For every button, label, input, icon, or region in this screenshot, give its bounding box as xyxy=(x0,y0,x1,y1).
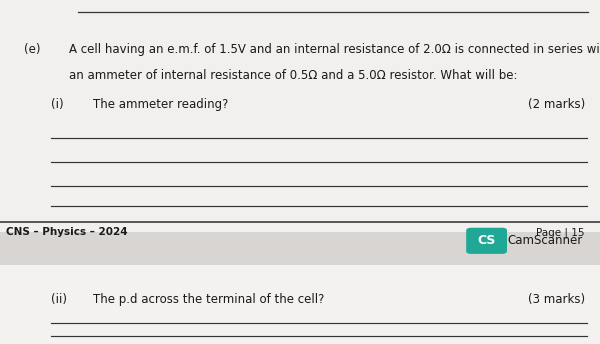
Text: (e): (e) xyxy=(24,43,41,56)
Text: (ii): (ii) xyxy=(51,293,67,306)
Text: Page | 15: Page | 15 xyxy=(536,227,585,238)
Text: The p.d across the terminal of the cell?: The p.d across the terminal of the cell? xyxy=(93,293,325,306)
Text: (i): (i) xyxy=(51,98,64,111)
Text: an ammeter of internal resistance of 0.5Ω and a 5.0Ω resistor. What will be:: an ammeter of internal resistance of 0.5… xyxy=(69,69,517,82)
Text: The ammeter reading?: The ammeter reading? xyxy=(93,98,229,111)
Bar xyxy=(0,232,600,265)
Text: (2 marks): (2 marks) xyxy=(528,98,585,111)
Bar xyxy=(0,0,600,232)
Text: (3 marks): (3 marks) xyxy=(528,293,585,306)
Text: A cell having an e.m.f. of 1.5V and an internal resistance of 2.0Ω is connected : A cell having an e.m.f. of 1.5V and an i… xyxy=(69,43,600,56)
Text: CS: CS xyxy=(478,234,496,247)
Text: CamScanner: CamScanner xyxy=(507,234,582,247)
FancyBboxPatch shape xyxy=(466,228,507,254)
Text: CNS – Physics – 2024: CNS – Physics – 2024 xyxy=(6,227,128,237)
Bar xyxy=(0,265,600,344)
